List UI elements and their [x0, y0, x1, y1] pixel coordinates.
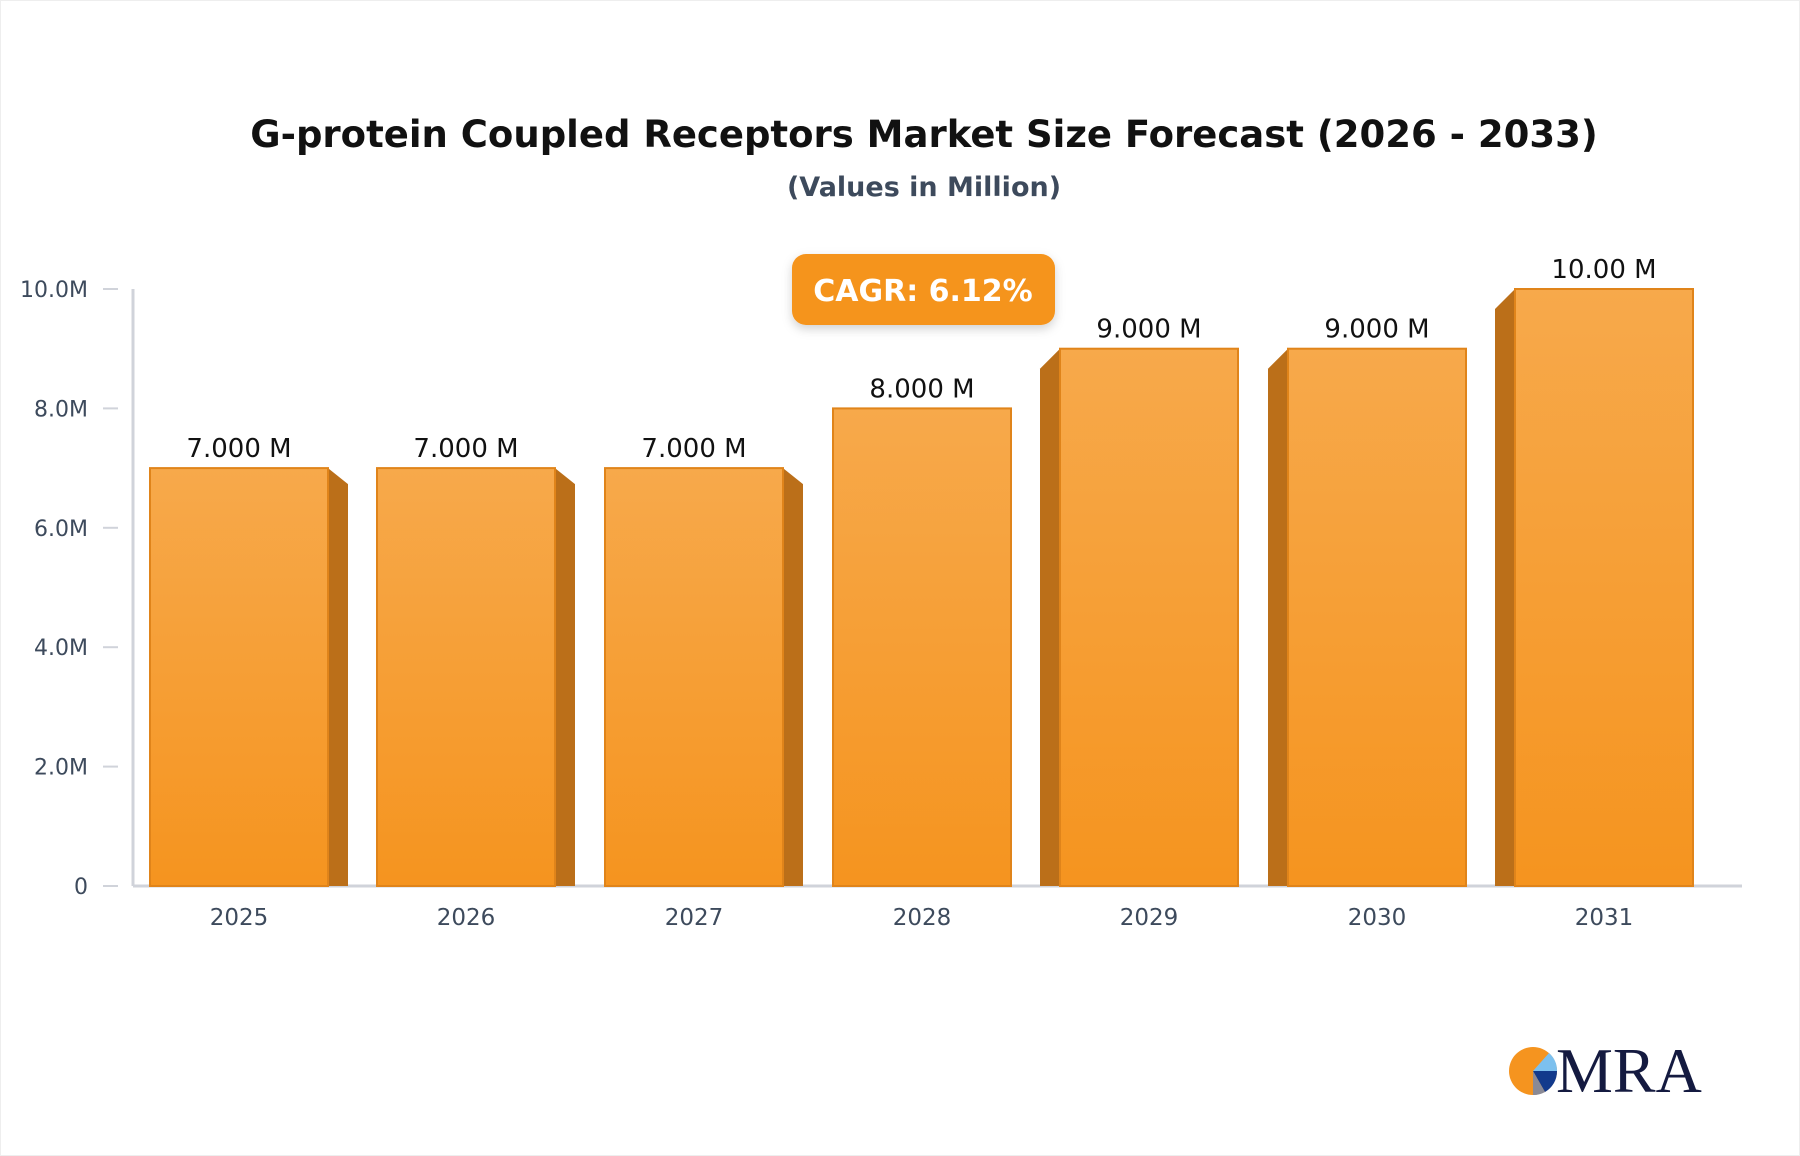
bar — [149, 467, 329, 887]
data-label: 7.000 M — [413, 434, 518, 464]
y-tick-label: 4.0M — [34, 636, 88, 661]
bar — [604, 467, 784, 887]
data-label: 9.000 M — [1324, 315, 1429, 345]
data-label: 7.000 M — [186, 434, 291, 464]
bar-side — [1040, 348, 1060, 886]
bar — [1287, 347, 1467, 887]
chart-title: G-protein Coupled Receptors Market Size … — [250, 113, 1598, 156]
bar-side — [1495, 289, 1515, 886]
x-tick-label: 2031 — [1575, 905, 1634, 931]
y-tick-label: 0 — [74, 875, 88, 900]
x-tick-label: 2028 — [893, 905, 952, 931]
y-tick-label: 6.0M — [34, 517, 88, 542]
bar-2030: 9.000 M — [1268, 315, 1467, 887]
cagr-annotation: CAGR: 6.12% — [792, 254, 1055, 325]
x-tick-label: 2030 — [1348, 905, 1407, 931]
bar-2026: 7.000 M — [376, 434, 575, 887]
bar — [1059, 347, 1239, 887]
bar-side — [328, 468, 348, 886]
bar-2028: 8.000 M — [832, 374, 1012, 887]
bar-2027: 7.000 M — [604, 434, 803, 887]
bar-2025: 7.000 M — [149, 434, 348, 887]
bar — [832, 407, 1012, 887]
bar-side — [1268, 348, 1288, 886]
x-tick-label: 2029 — [1120, 905, 1179, 931]
logo-text: MRA — [1556, 1035, 1702, 1106]
data-label: 7.000 M — [641, 434, 746, 464]
bar-side — [783, 468, 803, 886]
data-label: 10.00 M — [1551, 255, 1656, 285]
cagr-label: CAGR: 6.12% — [813, 274, 1032, 309]
bar-2031: 10.00 M — [1495, 255, 1694, 887]
x-tick-label: 2027 — [665, 905, 724, 931]
x-tick-label: 2025 — [210, 905, 269, 931]
y-tick-label: 10.0M — [20, 278, 88, 303]
data-label: 9.000 M — [1096, 315, 1201, 345]
y-tick-label: 8.0M — [34, 397, 88, 422]
y-tick-label: 2.0M — [34, 756, 88, 781]
bar — [376, 467, 556, 887]
bar-2029: 9.000 M — [1040, 315, 1239, 887]
mra-logo: MRA — [1509, 1035, 1702, 1106]
bar — [1514, 288, 1694, 887]
data-label: 8.000 M — [869, 374, 974, 404]
chart-subtitle: (Values in Million) — [787, 172, 1061, 203]
x-tick-label: 2026 — [437, 905, 496, 931]
bar-side — [555, 468, 575, 886]
cagr-badge — [792, 254, 1055, 325]
